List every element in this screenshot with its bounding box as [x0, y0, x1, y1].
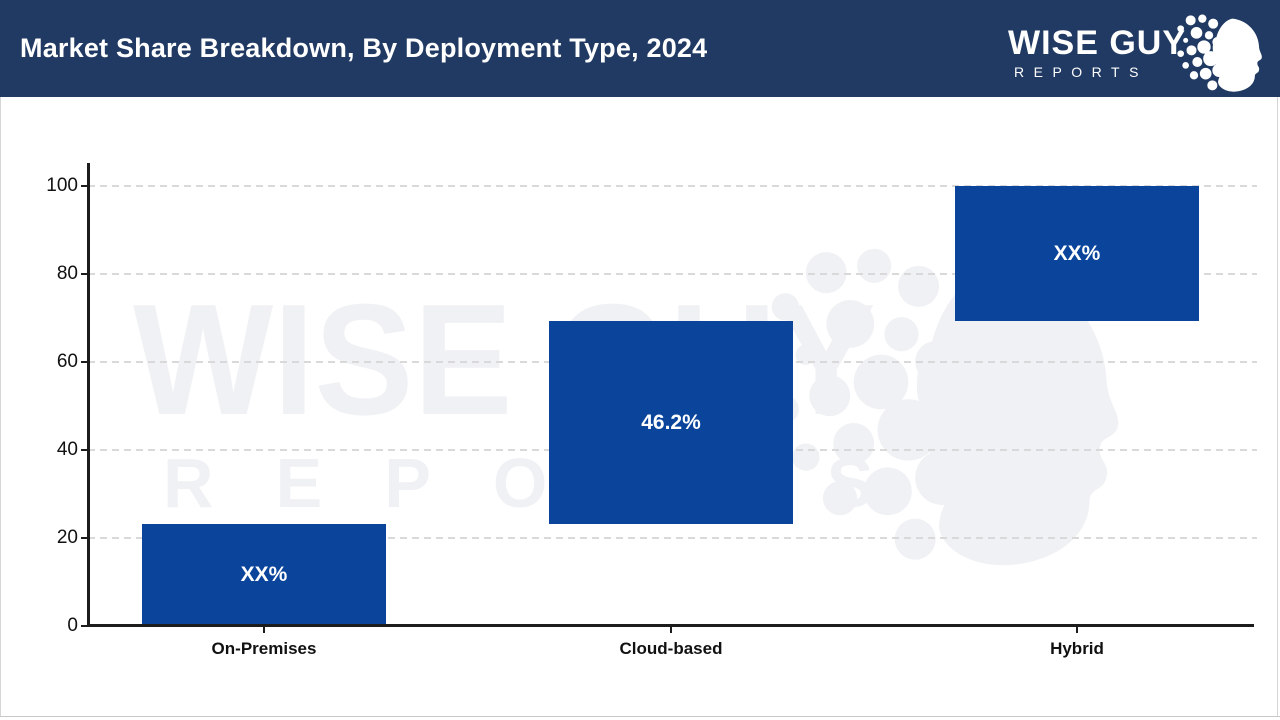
y-axis-line: [87, 163, 90, 627]
wiseguy-logo: WISE GUY REPORTS: [1008, 8, 1270, 92]
x-axis-line: [87, 624, 1254, 627]
chart-bar-on-premises: XX%: [142, 524, 386, 626]
header-bar: Market Share Breakdown, By Deployment Ty…: [0, 0, 1280, 97]
chart-bar-hybrid: XX%: [955, 186, 1199, 322]
y-axis-tick-label: 60: [56, 350, 78, 372]
y-axis-tick-label: 0: [67, 614, 78, 636]
y-axis-tick-mark: [81, 185, 88, 188]
frame-right-line: [1277, 97, 1278, 716]
y-axis-tick-label: 40: [56, 438, 78, 460]
y-axis-tick-label: 80: [56, 262, 78, 284]
x-axis-tick-mark: [263, 627, 265, 633]
watermark-face-icon: [771, 248, 1119, 566]
chart-title: Market Share Breakdown, By Deployment Ty…: [20, 33, 708, 63]
gridline: [88, 536, 1257, 539]
gridline: [88, 272, 1257, 275]
y-axis-tick-mark: [81, 448, 88, 451]
x-axis-tick-mark: [1076, 627, 1078, 633]
bar-value-label: XX%: [1053, 241, 1101, 265]
logo-face-icon: [1177, 14, 1262, 92]
chart-area: WISE GUY REPORTS 020406080100XX%On-Premi…: [0, 97, 1280, 720]
bar-value-label: XX%: [240, 562, 288, 586]
x-axis-category-label: On-Premises: [211, 639, 317, 658]
logo-wordmark: WISE GUY: [1008, 24, 1187, 62]
frame-left-line: [0, 97, 1, 716]
logo-subtext: REPORTS: [1014, 64, 1148, 80]
y-axis-tick-label: 100: [46, 175, 78, 197]
y-axis-tick-mark: [81, 624, 88, 627]
y-axis-tick-mark: [81, 272, 88, 275]
x-axis-category-label: Cloud-based: [619, 639, 723, 658]
x-axis-category-label: Hybrid: [1050, 639, 1104, 658]
gridline: [88, 185, 1257, 188]
y-axis-tick-mark: [81, 360, 88, 363]
frame-bottom-line: [0, 716, 1280, 717]
y-axis-tick-mark: [81, 536, 88, 539]
chart-bar-cloud-based: 46.2%: [549, 321, 793, 525]
x-axis-tick-mark: [670, 627, 672, 633]
y-axis-tick-label: 20: [56, 526, 78, 548]
bar-value-label: 46.2%: [641, 410, 701, 434]
